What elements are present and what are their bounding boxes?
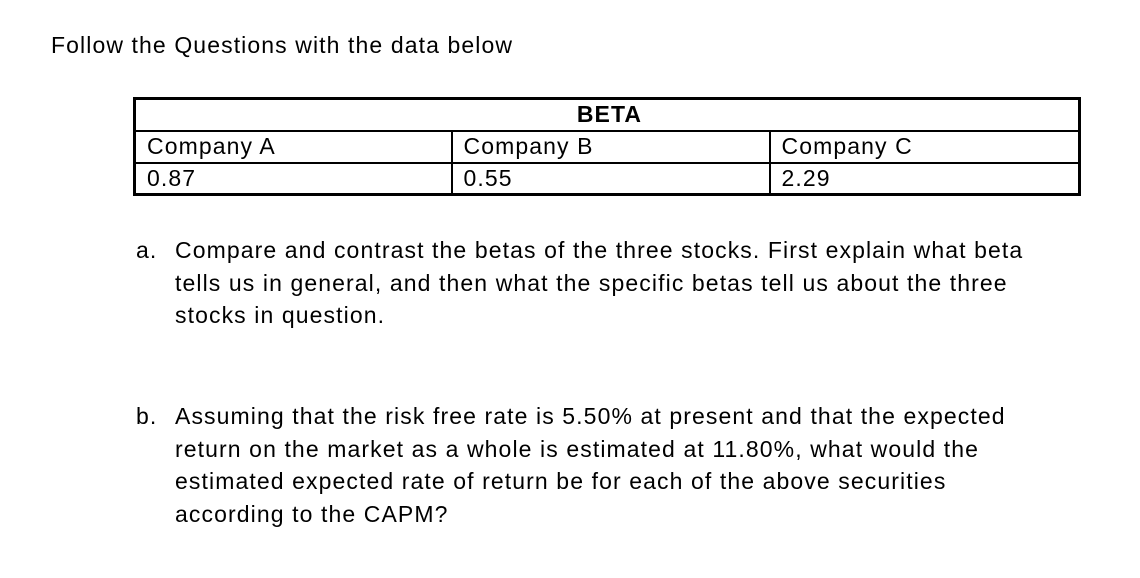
question-a: a. Compare and contrast the betas of the… — [136, 234, 1062, 332]
company-a-header-cell: Company A — [133, 129, 453, 164]
question-a-label: a. — [136, 237, 158, 263]
company-c-beta-value-cell: 2.29 — [768, 161, 1081, 196]
beta-table: BETA Company A Company B Company C 0.87 … — [133, 97, 1081, 196]
page-title: Follow the Questions with the data below — [51, 32, 514, 58]
beta-table-header-row: BETA — [133, 97, 1081, 132]
company-b-beta-value-cell: 0.55 — [450, 161, 771, 196]
company-a-beta-value-cell: 0.87 — [133, 161, 453, 196]
company-c-header-cell: Company C — [768, 129, 1081, 164]
question-b-text: Assuming that the risk free rate is 5.50… — [175, 403, 1006, 527]
beta-table-title-cell: BETA — [133, 97, 1081, 132]
beta-table-company-row: Company A Company B Company C — [133, 129, 1081, 164]
question-b-label: b. — [136, 403, 158, 429]
question-b: b. Assuming that the risk free rate is 5… — [136, 400, 1062, 530]
question-a-text: Compare and contrast the betas of the th… — [175, 237, 1024, 328]
company-b-header-cell: Company B — [450, 129, 771, 164]
beta-table-values-row: 0.87 0.55 2.29 — [133, 161, 1081, 196]
